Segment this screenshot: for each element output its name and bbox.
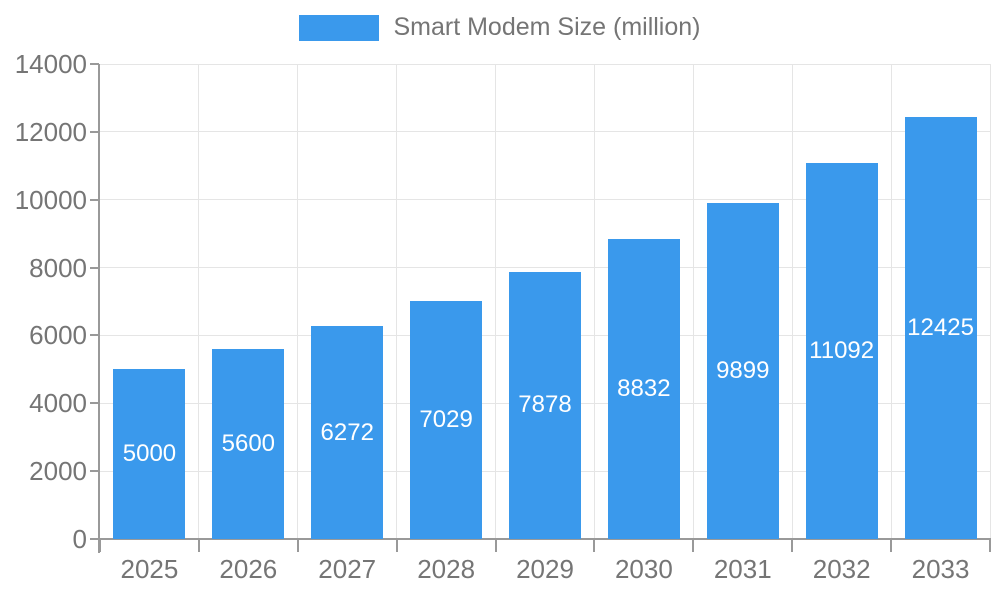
y-tick <box>90 130 99 133</box>
gridline-v <box>198 64 200 539</box>
x-tick-label: 2030 <box>614 554 673 584</box>
x-tick <box>593 538 596 552</box>
y-tick-label: 8000 <box>29 252 87 283</box>
y-tick-label: 14000 <box>14 49 87 79</box>
bar-2031[interactable] <box>706 203 779 539</box>
y-tick <box>90 334 99 337</box>
x-tick-label: 2028 <box>417 554 476 584</box>
x-tick <box>791 538 794 552</box>
x-tick <box>296 538 299 552</box>
y-tick <box>90 470 99 473</box>
bar-2032[interactable] <box>805 162 878 539</box>
legend-label: Smart Modem Size (million) <box>393 13 701 41</box>
x-tick <box>395 538 398 552</box>
x-tick <box>692 538 695 552</box>
bar-2028[interactable] <box>410 300 483 539</box>
gridline-h <box>100 63 990 65</box>
y-tick <box>90 198 99 201</box>
y-tick <box>90 538 99 540</box>
gridline-v <box>692 64 694 539</box>
legend-swatch <box>299 14 380 41</box>
gridline-v <box>890 64 892 539</box>
y-tick <box>90 63 99 65</box>
gridline-v <box>989 64 991 539</box>
y-tick-label: 6000 <box>29 320 87 351</box>
x-tick <box>989 538 991 552</box>
x-tick-label: 2032 <box>812 554 871 584</box>
gridline-v <box>396 64 398 539</box>
bar-value-label: 5000 <box>122 440 177 468</box>
x-tick-label: 2029 <box>516 554 574 584</box>
chart-legend[interactable]: Smart Modem Size (million) <box>0 13 1000 42</box>
y-axis-line <box>98 64 100 553</box>
gridline-h <box>100 267 990 269</box>
gridline-v <box>791 64 793 539</box>
bar-2030[interactable] <box>607 239 680 539</box>
x-tick <box>99 538 101 552</box>
y-tick <box>90 402 99 405</box>
y-tick-label: 0 <box>72 524 87 554</box>
bar-2027[interactable] <box>311 326 384 539</box>
y-tick-label: 10000 <box>14 184 87 215</box>
bar-2033[interactable] <box>904 117 977 539</box>
bar-2026[interactable] <box>212 349 285 539</box>
bar-value-label: 5600 <box>221 430 276 457</box>
gridline-h <box>100 131 990 133</box>
bar-value-label: 9899 <box>716 357 770 385</box>
bar-value-label: 7029 <box>419 405 473 433</box>
x-tick-label: 2031 <box>713 554 772 584</box>
bar-value-label: 6272 <box>320 418 374 446</box>
x-axis-line <box>100 538 990 540</box>
bar-2029[interactable] <box>509 271 581 539</box>
y-tick-label: 12000 <box>14 116 87 147</box>
x-tick <box>890 538 893 552</box>
x-tick <box>197 538 200 552</box>
bar-2025[interactable] <box>113 369 186 539</box>
gridline-v <box>593 64 595 539</box>
x-tick <box>494 538 497 552</box>
bar-value-label: 12425 <box>907 314 974 342</box>
x-tick-label: 2027 <box>318 554 377 584</box>
x-tick-label: 2026 <box>219 554 278 584</box>
bar-value-label: 11092 <box>809 336 875 364</box>
gridline-h <box>100 199 990 201</box>
gridline-v <box>297 64 299 539</box>
bar-value-label: 8832 <box>617 375 671 403</box>
y-tick-label: 4000 <box>29 388 87 419</box>
y-tick <box>90 266 99 269</box>
x-tick-label: 2025 <box>120 554 179 584</box>
bar-value-label: 7878 <box>518 391 572 419</box>
x-tick-label: 2033 <box>911 554 970 584</box>
gridline-v <box>495 64 497 539</box>
y-tick-label: 2000 <box>29 456 87 487</box>
